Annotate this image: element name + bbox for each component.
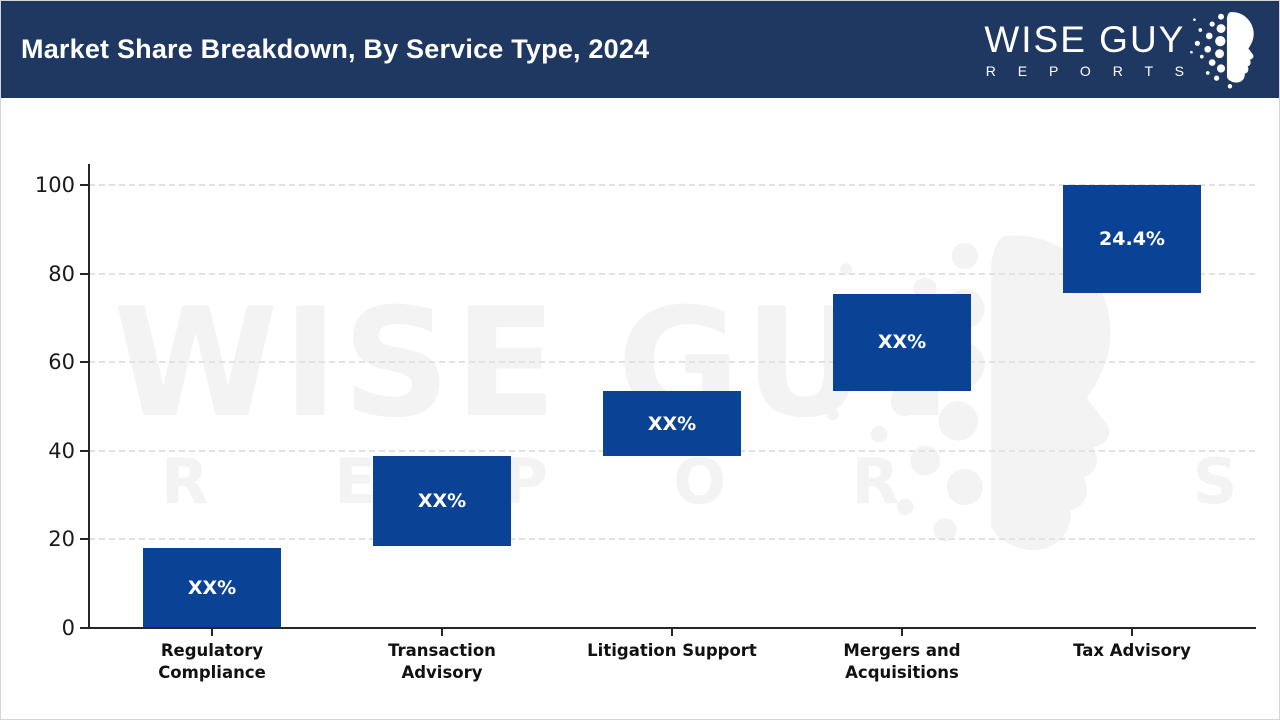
x-tick-1 [441, 628, 443, 636]
y-tick-0 [80, 627, 89, 629]
y-tick-100 [80, 184, 89, 186]
gridline-100 [89, 184, 1255, 186]
bar-value-label-regulatory-compliance: XX% [187, 576, 237, 599]
logo-text: WISE GUY R E P O R T S [977, 21, 1193, 78]
y-tick-label-60: 60 [48, 350, 75, 375]
y-tick-20 [80, 538, 89, 541]
x-category-label-1: Transaction Advisory [388, 641, 496, 683]
gridline-60 [89, 361, 1255, 364]
x-tick-3 [901, 628, 903, 636]
y-tick-40 [80, 449, 89, 452]
x-category-label-3: Mergers and Acquisitions [843, 641, 961, 683]
x-tick-2 [671, 628, 673, 636]
bar-transaction-advisory: XX% [373, 455, 511, 547]
y-tick-label-80: 80 [48, 261, 75, 286]
logo-brand-name: WISE GUY [984, 19, 1186, 60]
y-tick-label-20: 20 [48, 527, 75, 552]
bar-value-label-litigation-support: XX% [647, 412, 697, 435]
y-tick-label-100: 100 [34, 173, 75, 197]
wiseguy-logo: WISE GUY R E P O R T S [977, 9, 1261, 91]
y-tick-label-0: 0 [61, 616, 75, 640]
bar-value-label-transaction-advisory: XX% [417, 490, 467, 513]
x-tick-4 [1131, 628, 1133, 636]
y-axis-line [88, 164, 90, 629]
bar-value-label-mergers-and-acquisitions: XX% [877, 331, 927, 354]
x-category-label-2: Litigation Support [587, 641, 757, 660]
bar-litigation-support: XX% [603, 391, 741, 456]
x-category-label-4: Tax Advisory [1073, 641, 1191, 660]
y-tick-60 [80, 361, 89, 364]
y-tick-label-40: 40 [48, 438, 75, 463]
wiseguy-face-icon [1190, 11, 1254, 88]
x-tick-0 [211, 628, 213, 636]
bar-tax-advisory: 24.4% [1063, 185, 1201, 294]
y-tick-80 [80, 272, 89, 275]
gridline-80 [89, 272, 1255, 275]
x-category-label-0: Regulatory Compliance [158, 641, 266, 683]
bar-value-label-tax-advisory: 24.4% [1099, 228, 1165, 251]
bar-regulatory-compliance: XX% [143, 547, 281, 628]
logo-brand-sub: R E P O R T S [985, 63, 1193, 79]
gridline-20 [89, 538, 1255, 541]
chart-title: Market Share Breakdown, By Service Type,… [21, 34, 650, 64]
header: Market Share Breakdown, By Service Type,… [1, 1, 1279, 98]
bar-mergers-and-acquisitions: XX% [833, 293, 971, 391]
